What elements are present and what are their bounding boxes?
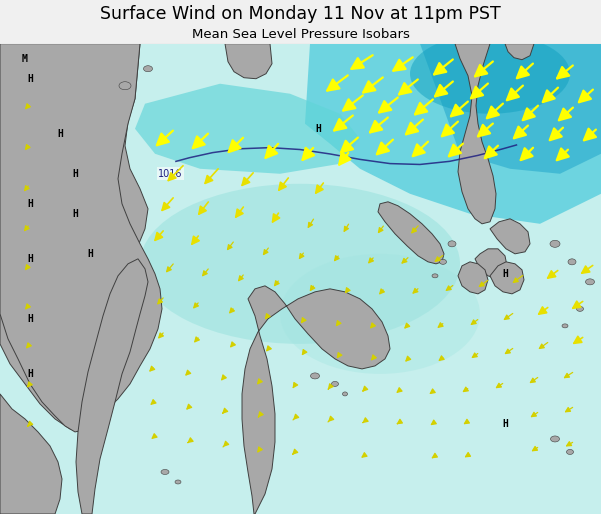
Ellipse shape — [568, 259, 576, 265]
Ellipse shape — [332, 381, 338, 387]
Ellipse shape — [562, 324, 568, 328]
Ellipse shape — [311, 373, 320, 379]
Polygon shape — [455, 44, 496, 224]
Ellipse shape — [550, 241, 560, 247]
Text: H: H — [27, 314, 33, 324]
Polygon shape — [0, 44, 162, 432]
Text: H: H — [57, 128, 63, 139]
Polygon shape — [505, 44, 534, 60]
Ellipse shape — [585, 279, 594, 285]
Ellipse shape — [343, 392, 347, 396]
Text: H: H — [502, 269, 508, 279]
Ellipse shape — [410, 34, 570, 114]
Ellipse shape — [119, 82, 131, 90]
Ellipse shape — [432, 274, 438, 278]
Polygon shape — [135, 84, 360, 174]
Polygon shape — [0, 394, 62, 514]
Text: M: M — [22, 53, 28, 64]
Text: H: H — [27, 369, 33, 379]
Ellipse shape — [175, 480, 181, 484]
Polygon shape — [76, 259, 148, 514]
Ellipse shape — [567, 449, 573, 454]
Ellipse shape — [280, 254, 480, 374]
Polygon shape — [490, 219, 530, 254]
Polygon shape — [378, 202, 444, 264]
Text: H: H — [502, 419, 508, 429]
Polygon shape — [225, 44, 272, 79]
Text: H: H — [27, 74, 33, 84]
Polygon shape — [0, 44, 148, 434]
Polygon shape — [490, 262, 524, 294]
Ellipse shape — [551, 436, 560, 442]
Text: H: H — [87, 249, 93, 259]
Polygon shape — [475, 249, 507, 279]
Polygon shape — [242, 286, 390, 514]
Text: H: H — [27, 254, 33, 264]
Ellipse shape — [140, 184, 460, 344]
Polygon shape — [305, 44, 601, 224]
Polygon shape — [458, 262, 488, 294]
Text: H: H — [315, 124, 321, 134]
Text: 1016: 1016 — [158, 169, 183, 179]
Ellipse shape — [576, 306, 584, 311]
Text: Surface Wind on Monday 11 Nov at 11pm PST: Surface Wind on Monday 11 Nov at 11pm PS… — [100, 5, 501, 23]
Polygon shape — [420, 44, 601, 174]
Text: H: H — [72, 209, 78, 219]
Ellipse shape — [144, 66, 153, 72]
Ellipse shape — [448, 241, 456, 247]
Ellipse shape — [161, 469, 169, 474]
Text: Mean Sea Level Pressure Isobars: Mean Sea Level Pressure Isobars — [192, 28, 409, 41]
Ellipse shape — [439, 260, 447, 264]
Text: H: H — [72, 169, 78, 179]
Text: H: H — [27, 199, 33, 209]
